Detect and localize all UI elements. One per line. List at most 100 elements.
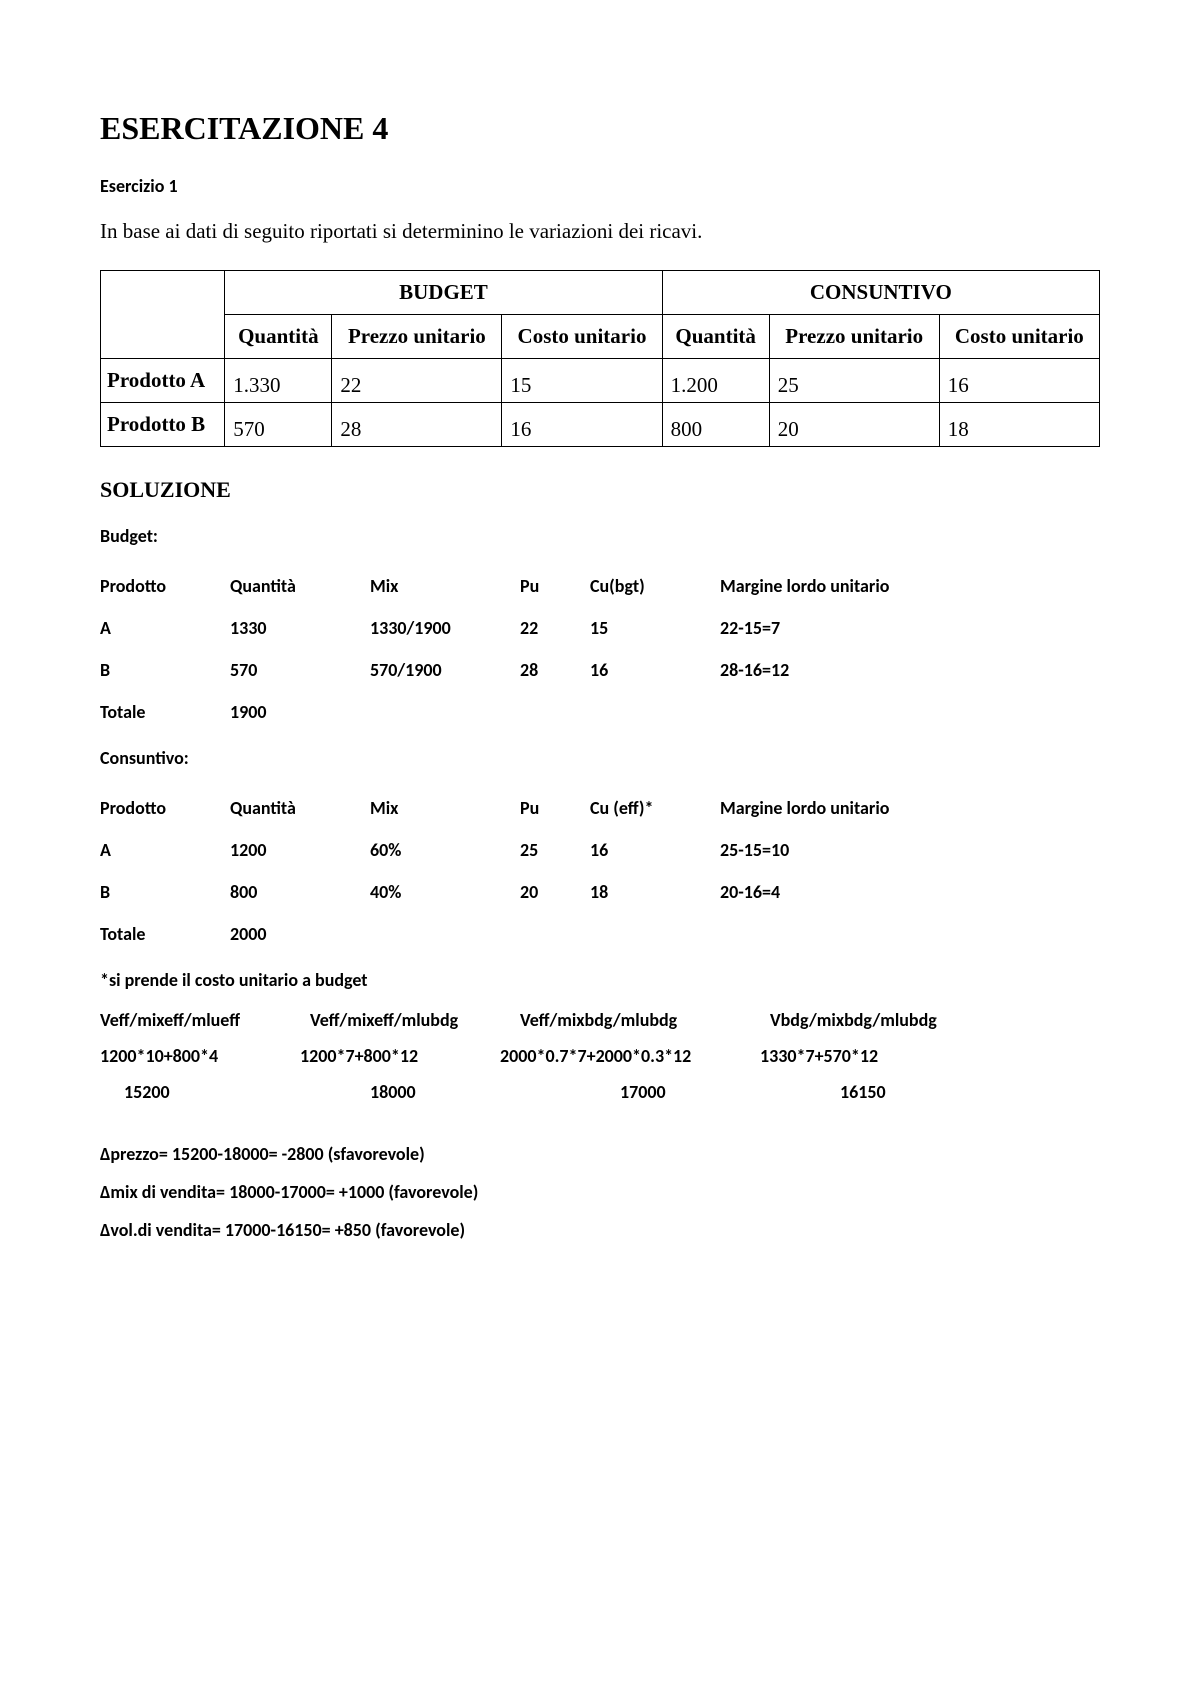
page: ESERCITAZIONE 4 Esercizio 1 In base ai d… <box>0 0 1200 1697</box>
cell: B <box>100 871 230 913</box>
cell <box>520 913 590 955</box>
cell: 40% <box>370 871 520 913</box>
cell: Totale <box>100 913 230 955</box>
cell: 15 <box>590 607 720 649</box>
main-table: BUDGET CONSUNTIVO Quantità Prezzo unitar… <box>100 270 1100 447</box>
cell: 1.200 <box>662 359 769 403</box>
cell: 28 <box>520 649 590 691</box>
calc-header: Veff/mixbdg/mlubdg <box>520 1009 770 1031</box>
col-header: Mix <box>370 565 520 607</box>
cell: 800 <box>662 403 769 447</box>
calc-value: 17000 <box>540 1081 770 1103</box>
col-header: Quantità <box>662 315 769 359</box>
cell: 28-16=12 <box>720 649 980 691</box>
calc-value: 18000 <box>300 1081 540 1103</box>
solution-heading: SOLUZIONE <box>100 477 1100 503</box>
cell: 28 <box>332 403 502 447</box>
calc-header: Veff/mixeff/mlueff <box>100 1009 310 1031</box>
table-row: Prodotto A 1.330 22 15 1.200 25 16 <box>101 359 1100 403</box>
group-header-budget: BUDGET <box>225 271 662 315</box>
intro-text: In base ai dati di seguito riportati si … <box>100 219 1100 244</box>
cell: 16 <box>939 359 1099 403</box>
cell: 570/1900 <box>370 649 520 691</box>
calc-expr: 2000*0.7*7+2000*0.3*12 <box>500 1045 760 1067</box>
cell: 1330/1900 <box>370 607 520 649</box>
col-header: Margine lordo unitario <box>720 787 980 829</box>
cell: 2000 <box>230 913 370 955</box>
cell: 20 <box>769 403 939 447</box>
cell <box>590 691 720 733</box>
row-label: Prodotto A <box>101 359 225 403</box>
col-header: Pu <box>520 565 590 607</box>
cell: 1330 <box>230 607 370 649</box>
cell: 25-15=10 <box>720 829 980 871</box>
cell: 22 <box>332 359 502 403</box>
cell: 25 <box>520 829 590 871</box>
exercise-label: Esercizio 1 <box>100 175 1100 197</box>
cell: 22-15=7 <box>720 607 980 649</box>
col-header: Cu (eff)* <box>590 787 720 829</box>
col-header: Quantità <box>225 315 332 359</box>
blank-corner <box>101 271 225 359</box>
cell: B <box>100 649 230 691</box>
delta-line: Δprezzo= 15200-18000= -2800 (sfavorevole… <box>100 1143 1100 1165</box>
cell: 800 <box>230 871 370 913</box>
col-header: Costo unitario <box>502 315 662 359</box>
footnote: *si prende il costo unitario a budget <box>100 969 1100 991</box>
calc-expr: 1330*7+570*12 <box>760 1045 980 1067</box>
row-label: Prodotto B <box>101 403 225 447</box>
col-header: Cu(bgt) <box>590 565 720 607</box>
col-header: Mix <box>370 787 520 829</box>
cell: 16 <box>590 829 720 871</box>
calc-expressions: 1200*10+800*4 1200*7+800*12 2000*0.7*7+2… <box>100 1045 1100 1067</box>
cell: 16 <box>590 649 720 691</box>
cell: 1200 <box>230 829 370 871</box>
cell <box>720 913 980 955</box>
cell: Totale <box>100 691 230 733</box>
delta-line: Δvol.di vendita= 17000-16150= +850 (favo… <box>100 1219 1100 1241</box>
calc-expr: 1200*10+800*4 <box>100 1045 300 1067</box>
cell: 570 <box>225 403 332 447</box>
col-header: Quantità <box>230 787 370 829</box>
cell: 60% <box>370 829 520 871</box>
cell <box>520 691 590 733</box>
cell: 1.330 <box>225 359 332 403</box>
col-header: Pu <box>520 787 590 829</box>
cell <box>370 913 520 955</box>
cell <box>590 913 720 955</box>
cell: 18 <box>590 871 720 913</box>
calc-value: 16150 <box>770 1081 970 1103</box>
budget-heading: Budget: <box>100 525 1100 547</box>
col-header: Prodotto <box>100 787 230 829</box>
cell: 570 <box>230 649 370 691</box>
calc-header: Vbdg/mixbdg/mlubdg <box>770 1009 990 1031</box>
calc-header: Veff/mixeff/mlubdg <box>310 1009 520 1031</box>
cell: 16 <box>502 403 662 447</box>
col-header: Quantità <box>230 565 370 607</box>
calc-headers: Veff/mixeff/mlueff Veff/mixeff/mlubdg Ve… <box>100 1009 1100 1031</box>
cell <box>720 691 980 733</box>
col-header: Costo unitario <box>939 315 1099 359</box>
col-header: Prodotto <box>100 565 230 607</box>
cell: A <box>100 829 230 871</box>
group-header-consuntivo: CONSUNTIVO <box>662 271 1099 315</box>
table-row: Prodotto B 570 28 16 800 20 18 <box>101 403 1100 447</box>
delta-line: Δmix di vendita= 18000-17000= +1000 (fav… <box>100 1181 1100 1203</box>
cell <box>370 691 520 733</box>
cell: 15 <box>502 359 662 403</box>
col-header: Prezzo unitario <box>332 315 502 359</box>
cell: 1900 <box>230 691 370 733</box>
col-header: Prezzo unitario <box>769 315 939 359</box>
budget-table: Prodotto Quantità Mix Pu Cu(bgt) Margine… <box>100 565 1100 733</box>
cell: 20-16=4 <box>720 871 980 913</box>
cell: A <box>100 607 230 649</box>
cell: 18 <box>939 403 1099 447</box>
cell: 25 <box>769 359 939 403</box>
page-title: ESERCITAZIONE 4 <box>100 110 1100 147</box>
calc-values: 15200 18000 17000 16150 <box>100 1081 1100 1103</box>
calc-value: 15200 <box>100 1081 300 1103</box>
cell: 22 <box>520 607 590 649</box>
consuntivo-table: Prodotto Quantità Mix Pu Cu (eff)* Margi… <box>100 787 1100 955</box>
col-header: Margine lordo unitario <box>720 565 980 607</box>
cell: 20 <box>520 871 590 913</box>
